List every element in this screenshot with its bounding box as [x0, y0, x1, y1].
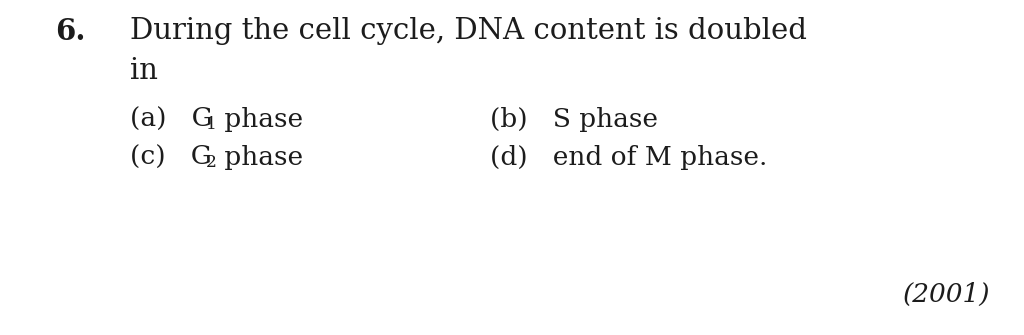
Text: (c)   G: (c) G	[130, 145, 212, 170]
Text: (a)   G: (a) G	[130, 107, 213, 132]
Text: in: in	[130, 57, 158, 85]
Text: 1: 1	[206, 116, 217, 133]
Text: During the cell cycle, DNA content is doubled: During the cell cycle, DNA content is do…	[130, 17, 807, 45]
Text: (2001): (2001)	[902, 282, 990, 307]
Text: 2: 2	[206, 154, 217, 171]
Text: 6.: 6.	[55, 17, 85, 46]
Text: phase: phase	[216, 107, 303, 132]
Text: phase: phase	[216, 145, 303, 170]
Text: (b)   S phase: (b) S phase	[490, 107, 658, 132]
Text: (d)   end of M phase.: (d) end of M phase.	[490, 145, 767, 170]
